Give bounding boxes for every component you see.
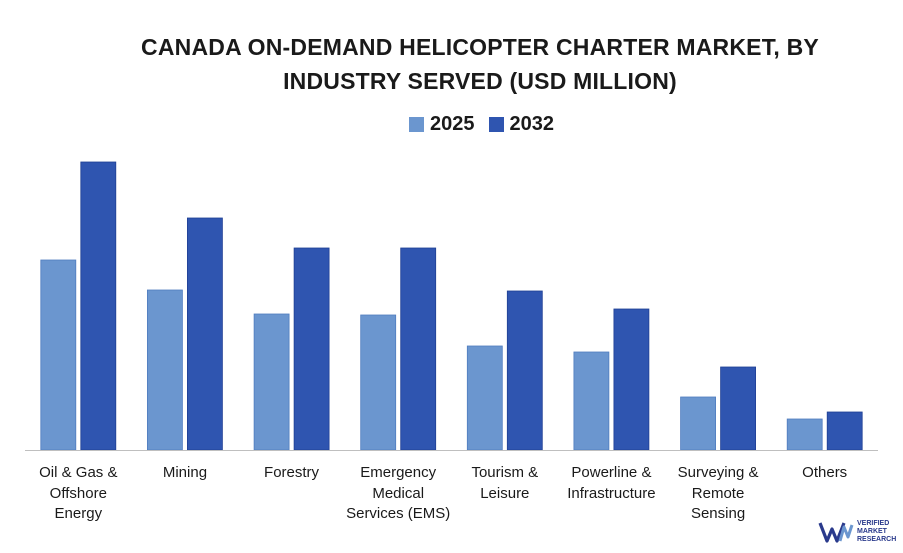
bar-2032-4 — [506, 290, 543, 451]
legend-swatch-2032 — [488, 117, 504, 132]
logo-text-line-2: MARKET — [857, 528, 887, 535]
chart-title-line-2: INDUSTRY SERVED (USD MILLION) — [283, 68, 677, 94]
legend-label-2032: 2032 — [509, 113, 555, 135]
logo-text-line-3: RESEARCH — [857, 536, 897, 543]
bar-2032-6 — [720, 366, 756, 451]
bar-2025-1 — [146, 289, 183, 451]
category-label-7: Others — [802, 464, 848, 481]
category-label-2: Forestry — [264, 464, 320, 481]
vmr-logo-text: VERIFIED MARKET RESEARCH — [857, 520, 896, 544]
bar-2025-5 — [573, 351, 610, 451]
legend-item-2025: 2025 — [409, 113, 475, 136]
bar-2032-1 — [186, 217, 223, 451]
category-label-3: Emergency Medical Services (EMS) — [346, 464, 451, 522]
bar-2032-0 — [80, 161, 117, 451]
legend-swatch-2025 — [409, 117, 424, 132]
logo-text-line-1: VERIFIED — [857, 520, 890, 527]
vmr-logo-icon — [818, 522, 854, 543]
legend: 2025 2032 — [0, 113, 903, 136]
category-label-5: Powerline & Infrastructure — [567, 464, 656, 502]
bar-2025-3 — [360, 314, 397, 451]
bar-2032-7 — [826, 411, 863, 451]
bar-2032-3 — [400, 247, 437, 451]
category-label-1: Mining — [162, 464, 208, 481]
legend-label-2025: 2025 — [430, 113, 475, 135]
bar-2025-4 — [466, 345, 503, 451]
bar-2025-2 — [253, 313, 290, 451]
category-label-6: Surveying & Remote Sensing — [677, 464, 759, 522]
vmr-logo: VERIFIED MARKET RESEARCH — [818, 519, 896, 545]
category-label-4: Tourism & Leisure — [471, 464, 539, 502]
chart-title: CANADA ON-DEMAND HELICOPTER CHARTER MARK… — [60, 30, 900, 98]
category-label-0: Oil & Gas & Offshore Energy — [39, 464, 118, 522]
bar-2025-7 — [786, 418, 823, 451]
legend-item-2032: 2032 — [488, 113, 555, 136]
bar-2032-5 — [613, 308, 650, 451]
bar-2025-0 — [40, 259, 77, 451]
chart-title-line-1: CANADA ON-DEMAND HELICOPTER CHARTER MARK… — [141, 34, 819, 60]
bar-2032-2 — [293, 247, 330, 451]
bar-2025-6 — [680, 396, 716, 451]
